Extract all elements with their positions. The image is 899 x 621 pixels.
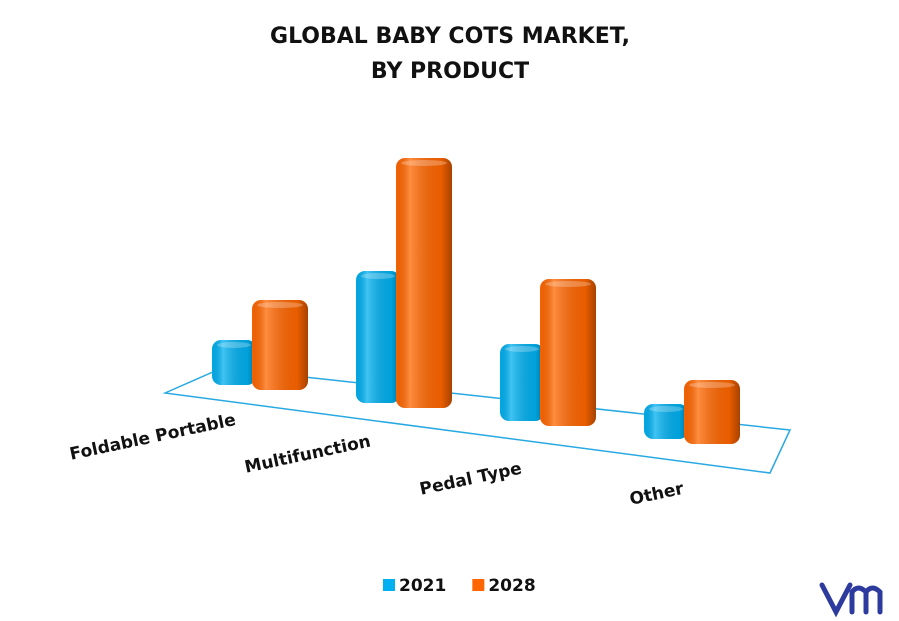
bar-shade <box>396 158 452 408</box>
chart-title: GLOBAL BABY COTS MARKET, <box>270 24 630 49</box>
bar-top <box>545 281 591 287</box>
bar-shade <box>540 279 596 426</box>
logo <box>819 582 883 618</box>
bar-shade <box>212 340 256 385</box>
chart-title: BY PRODUCT <box>371 59 529 84</box>
bar-top <box>257 302 303 308</box>
bar-shade <box>644 404 688 439</box>
x-tick-label: Other <box>628 479 686 510</box>
x-tick-label: Multifunction <box>243 432 373 478</box>
legend-swatch <box>383 579 395 591</box>
bar-top <box>649 406 683 412</box>
legend-swatch <box>472 579 485 591</box>
x-tick-label: Pedal Type <box>418 459 524 500</box>
bar-shade <box>252 300 308 390</box>
bar-top <box>505 346 539 352</box>
x-tick-label: Foldable Portable <box>68 410 238 465</box>
floor <box>162 367 792 474</box>
bar-top <box>217 342 251 348</box>
bar-shade <box>684 380 740 444</box>
bar-shade <box>356 271 400 403</box>
bar-top <box>401 160 447 166</box>
legend-label: 2028 <box>488 576 535 596</box>
bar-top <box>361 273 395 279</box>
bar-shade <box>500 344 544 421</box>
legend-label: 2021 <box>399 576 446 596</box>
bar-top <box>689 382 735 388</box>
